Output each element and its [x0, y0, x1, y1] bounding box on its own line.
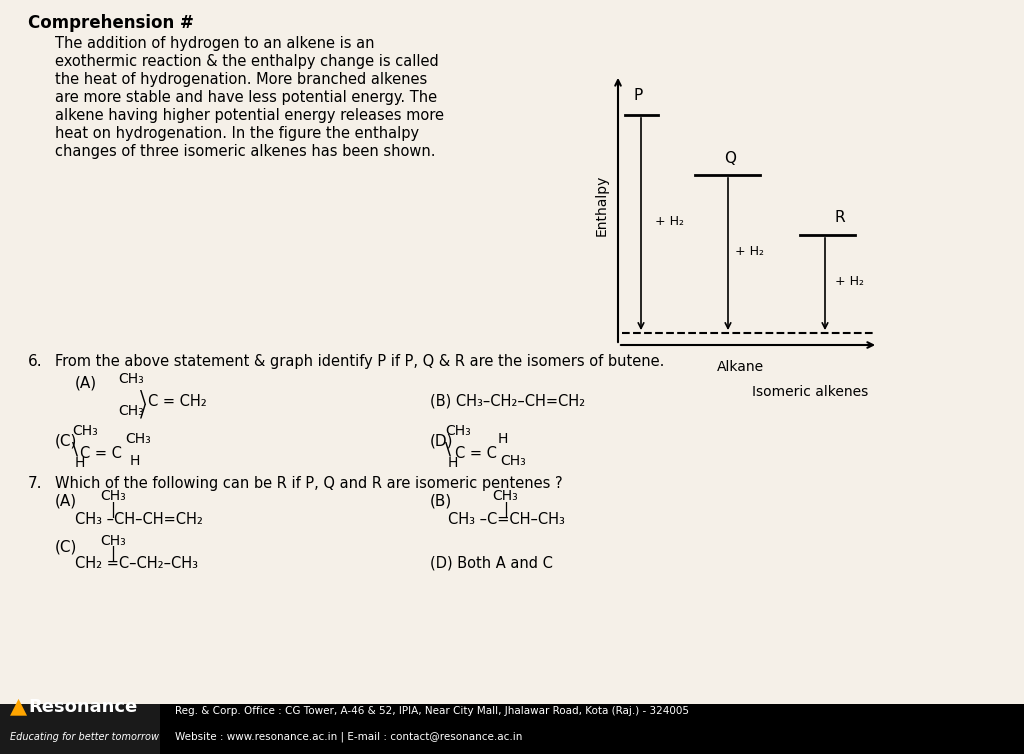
Text: Website : www.resonance.ac.in | E-mail : contact@resonance.ac.in: Website : www.resonance.ac.in | E-mail :…: [175, 731, 522, 742]
Text: changes of three isomeric alkenes has been shown.: changes of three isomeric alkenes has be…: [55, 144, 435, 159]
Text: (A): (A): [55, 494, 77, 509]
Text: Reg. & Corp. Office : CG Tower, A-46 & 52, IPIA, Near City Mall, Jhalawar Road, : Reg. & Corp. Office : CG Tower, A-46 & 5…: [175, 706, 689, 716]
Bar: [0, 704, 1024, 754]
Text: Alkane: Alkane: [717, 360, 764, 374]
Text: (C): (C): [55, 539, 78, 554]
Text: + H₂: + H₂: [735, 245, 764, 258]
Text: CH₃: CH₃: [118, 372, 143, 386]
Text: CH₃: CH₃: [118, 404, 143, 418]
Text: CH₃: CH₃: [72, 424, 97, 438]
Text: heat on hydrogenation. In the figure the enthalpy: heat on hydrogenation. In the figure the…: [55, 126, 419, 141]
Bar: [0, 704, 160, 754]
Text: CH₃ –C=CH–CH₃: CH₃ –C=CH–CH₃: [449, 512, 565, 527]
Text: 7.: 7.: [28, 476, 43, 491]
Text: Q: Q: [724, 151, 736, 166]
Text: \: \: [140, 389, 146, 407]
Text: (D) Both A and C: (D) Both A and C: [430, 556, 553, 571]
Text: Resonance: Resonance: [28, 698, 137, 716]
Text: (D): (D): [430, 434, 454, 449]
Text: H: H: [498, 432, 508, 446]
Text: |: |: [110, 502, 115, 518]
Text: From the above statement & graph identify P if P, Q & R are the isomers of buten: From the above statement & graph identif…: [55, 354, 665, 369]
Text: Enthalpy: Enthalpy: [595, 174, 609, 236]
Text: H: H: [75, 456, 85, 470]
Text: 6.: 6.: [28, 354, 43, 369]
Text: CH₃: CH₃: [125, 432, 151, 446]
Text: /: /: [140, 402, 146, 420]
Text: P: P: [634, 88, 643, 103]
Text: Isomeric alkenes: Isomeric alkenes: [752, 385, 868, 399]
Text: (A): (A): [75, 376, 97, 391]
Text: Comprehension #: Comprehension #: [28, 14, 194, 32]
Text: CH₃: CH₃: [445, 424, 471, 438]
Text: CH₃: CH₃: [100, 534, 126, 548]
Text: the heat of hydrogenation. More branched alkenes: the heat of hydrogenation. More branched…: [55, 72, 427, 87]
Text: CH₃ –CH–CH=CH₂: CH₃ –CH–CH=CH₂: [75, 512, 203, 527]
Text: (C): (C): [55, 434, 78, 449]
Text: Which of the following can be R if P, Q and R are isomeric pentenes ?: Which of the following can be R if P, Q …: [55, 476, 562, 491]
Text: exothermic reaction & the enthalpy change is called: exothermic reaction & the enthalpy chang…: [55, 54, 438, 69]
Text: C = C: C = C: [455, 446, 497, 461]
Text: The addition of hydrogen to an alkene is an: The addition of hydrogen to an alkene is…: [55, 36, 375, 51]
Text: \: \: [72, 440, 78, 458]
Text: H: H: [449, 456, 459, 470]
Text: are more stable and have less potential energy. The: are more stable and have less potential …: [55, 90, 437, 105]
Text: C = CH₂: C = CH₂: [148, 394, 207, 409]
Text: |: |: [503, 502, 508, 518]
Text: Educating for better tomorrow: Educating for better tomorrow: [10, 732, 159, 742]
Text: CH₂ =C–CH₂–CH₃: CH₂ =C–CH₂–CH₃: [75, 556, 198, 571]
Text: alkene having higher potential energy releases more: alkene having higher potential energy re…: [55, 108, 444, 123]
Text: CH₃: CH₃: [100, 489, 126, 503]
Text: + H₂: + H₂: [655, 215, 684, 228]
Text: + H₂: + H₂: [835, 275, 864, 288]
Text: H: H: [130, 454, 140, 468]
Text: \: \: [445, 440, 452, 458]
Text: C = C: C = C: [80, 446, 122, 461]
Text: R: R: [835, 210, 846, 225]
Text: ▲: ▲: [10, 696, 27, 716]
Text: (B): (B): [430, 494, 453, 509]
Text: |: |: [110, 546, 115, 562]
Text: CH₃: CH₃: [500, 454, 525, 468]
Text: (B) CH₃–CH₂–CH=CH₂: (B) CH₃–CH₂–CH=CH₂: [430, 394, 585, 409]
Text: CH₃: CH₃: [492, 489, 518, 503]
